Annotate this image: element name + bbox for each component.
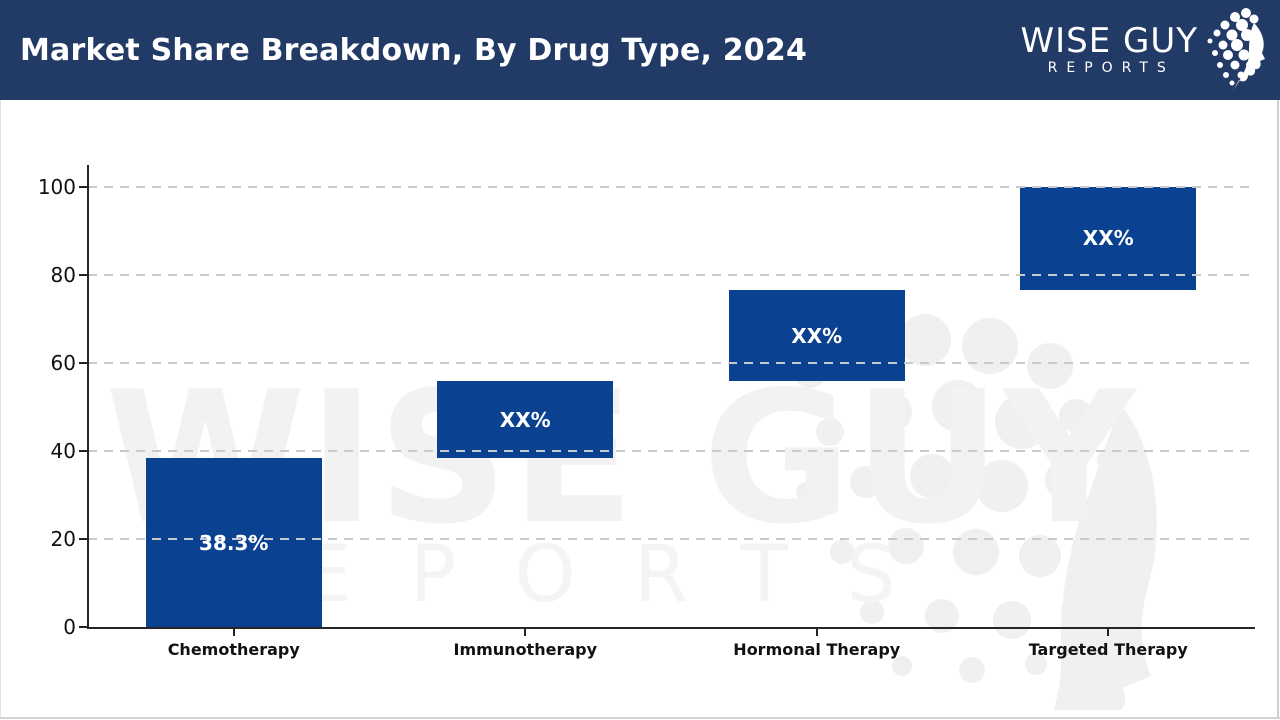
y-tick xyxy=(79,362,88,364)
x-tick xyxy=(1107,629,1110,636)
bar-value-label: XX% xyxy=(791,323,843,348)
y-tick xyxy=(79,274,88,276)
bar-chemotherapy xyxy=(145,458,322,627)
y-axis-line xyxy=(87,165,89,629)
page-right-border xyxy=(1277,100,1279,718)
x-category-label: Targeted Therapy xyxy=(1028,640,1188,659)
y-tick xyxy=(79,450,88,452)
y-tick-label: 100 xyxy=(37,175,76,199)
gridline xyxy=(88,538,1254,540)
gridline xyxy=(88,186,1254,188)
y-tick-label: 80 xyxy=(50,263,76,287)
bar-value-label: XX% xyxy=(1082,226,1134,251)
wiseguy-logo-reports: REPORTS xyxy=(1047,59,1175,76)
page-title: Market Share Breakdown, By Drug Type, 20… xyxy=(20,32,808,68)
gridline xyxy=(88,274,1254,276)
x-tick xyxy=(524,629,527,636)
bar-targeted-therapy xyxy=(1020,187,1197,290)
chart-area: WISE GUY REPORTS 38.3% Chemotherapy XX% Imm… xyxy=(0,100,1280,720)
x-tick xyxy=(232,629,235,636)
x-category-label: Chemotherapy xyxy=(167,640,300,659)
y-tick xyxy=(79,538,88,540)
y-tick-label: 40 xyxy=(50,439,76,463)
wiseguy-head-icon xyxy=(1207,8,1265,91)
bar-value-label: 38.3% xyxy=(199,530,269,555)
bar-immunotherapy xyxy=(437,381,614,459)
bar-value-label: XX% xyxy=(499,407,551,432)
x-category-label: Hormonal Therapy xyxy=(733,640,901,659)
page-left-border xyxy=(0,100,1,718)
wiseguy-logo-name: WISE GUY xyxy=(1020,21,1198,62)
y-tick xyxy=(79,186,88,188)
x-axis-line xyxy=(87,627,1255,629)
gridline xyxy=(88,362,1254,364)
x-category-label: Immunotherapy xyxy=(453,640,598,659)
bar-hormonal-therapy xyxy=(728,289,905,382)
page-bottom-border xyxy=(0,717,1280,719)
y-tick-label: 0 xyxy=(63,615,76,639)
y-tick xyxy=(79,626,88,628)
wiseguy-logo: WISE GUY REPORTS xyxy=(1020,7,1280,93)
wiseguy-logo-text: WISE GUY REPORTS xyxy=(1020,21,1198,76)
gridline xyxy=(88,450,1254,452)
header-banner: Market Share Breakdown, By Drug Type, 20… xyxy=(0,0,1280,100)
x-tick xyxy=(815,629,818,636)
y-tick-label: 60 xyxy=(50,351,76,375)
y-tick-label: 20 xyxy=(50,527,76,551)
